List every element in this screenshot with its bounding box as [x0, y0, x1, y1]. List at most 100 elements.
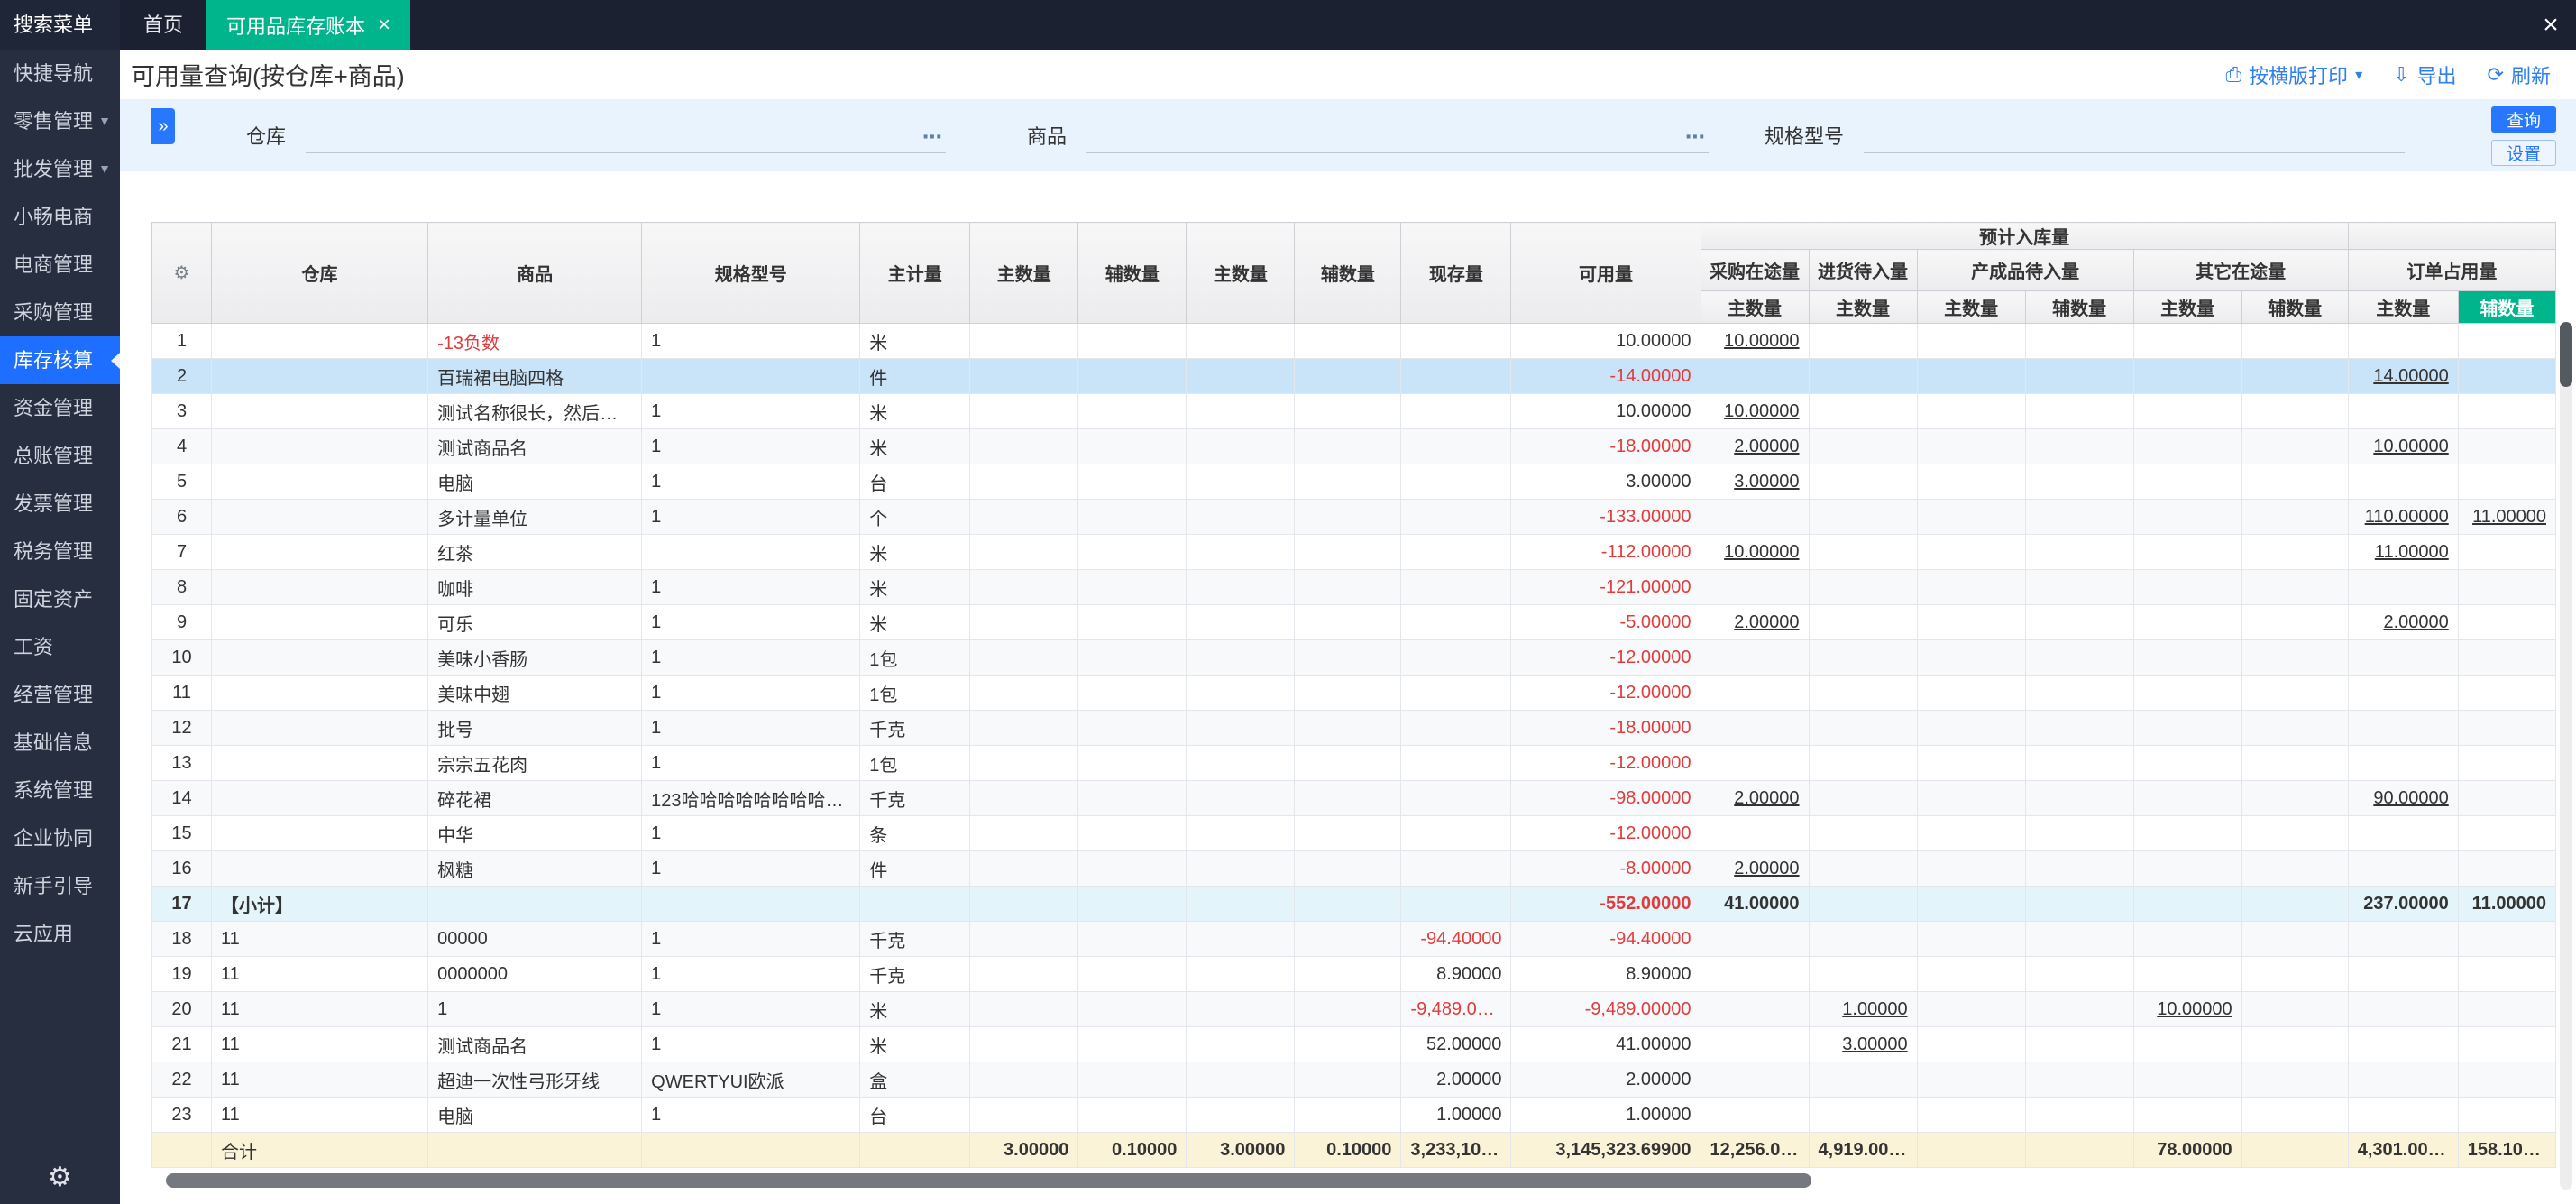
- cell-order-main: [2347, 639, 2459, 676]
- sidebar-item-9[interactable]: 总账管理: [0, 432, 120, 480]
- table-row[interactable]: 22 11 超迪一次性弓形牙线 QWERTYUI欧派盒 2.00000 2.00000: [151, 1062, 2557, 1098]
- sidebar-item-18[interactable]: 新手引导: [0, 862, 120, 910]
- settings-button[interactable]: 设置: [2491, 140, 2556, 166]
- horizontal-scrollbar[interactable]: [151, 1173, 2556, 1190]
- cell-order-main[interactable]: 110.00000: [2347, 499, 2459, 535]
- cell-order-aux[interactable]: 11.00000: [2457, 499, 2557, 535]
- refresh-button[interactable]: ⟳ 刷新: [2488, 60, 2551, 89]
- cell-purchase-transit-main[interactable]: 2.00000: [1700, 428, 1810, 464]
- product-input[interactable]: ⋯: [1086, 117, 1710, 153]
- warehouse-picker-dots-icon[interactable]: ⋯: [922, 125, 943, 148]
- table-row[interactable]: 15 中华 1 条 -12.00000: [151, 815, 2557, 851]
- table-row[interactable]: 7 红茶 米 -112.00000 10.00000 11.00000: [151, 534, 2557, 570]
- horizontal-scrollbar-thumb[interactable]: [166, 1173, 1811, 1188]
- sidebar-item-6[interactable]: 采购管理: [0, 289, 120, 336]
- cell-other-transit-main: [2132, 745, 2242, 781]
- subtotal-row[interactable]: 17 【小计】 -552.00000 41.00000 237.00000 11.0000…: [151, 886, 2557, 922]
- cell-inbound-pending-main[interactable]: 1.00000: [1808, 991, 1918, 1027]
- cell-other-transit-aux: [2241, 710, 2349, 746]
- sidebar-item-1[interactable]: 快捷导航: [0, 50, 120, 97]
- cell-aux-qty-1: [1077, 956, 1187, 992]
- table-row[interactable]: 1 -13负数 1 米 10.00000 10.00000: [151, 323, 2557, 359]
- table-row[interactable]: 12 批号 1 千克 -18.00000: [151, 710, 2557, 746]
- table-row[interactable]: 13 宗宗五花肉 1 1包 -12.00000: [151, 745, 2557, 781]
- cell-purchase-transit-main[interactable]: 2.00000: [1700, 850, 1810, 887]
- sidebar-item-15[interactable]: 基础信息: [0, 719, 120, 767]
- table-row[interactable]: 8 咖啡 1 米 -121.00000: [151, 569, 2557, 605]
- tab-available-stock-ledger[interactable]: 可用品库存账本 ×: [206, 0, 411, 50]
- cell-order-main[interactable]: 14.00000: [2347, 358, 2459, 394]
- sidebar-item-5[interactable]: 电商管理: [0, 241, 120, 289]
- sidebar-item-2[interactable]: 零售管理 ▼: [0, 97, 120, 145]
- sidebar-item-19[interactable]: 云应用: [0, 910, 120, 958]
- sidebar-item-12[interactable]: 固定资产: [0, 575, 120, 623]
- table-row[interactable]: 9 可乐 1 米 -5.00000 2.00000 2.00000: [151, 604, 2557, 640]
- table-row[interactable]: 6 多计量单位 1 个 -133.00000 110.00000 11.00000: [151, 499, 2557, 535]
- grid-settings-icon[interactable]: ⚙: [151, 222, 213, 324]
- total-row[interactable]: 合计 3.00000 0.10000 3.00000 0.10000 3,233,105.…: [151, 1132, 2557, 1168]
- chevron-down-icon[interactable]: ▾: [2355, 67, 2363, 83]
- table-row[interactable]: 20 11 1 1 米 -9,489.000... -9,489.00000 1.00000 1…: [151, 991, 2557, 1027]
- print-landscape-button[interactable]: ⎙ 按横版打印 ▾: [2225, 60, 2362, 89]
- expand-filters-button[interactable]: »: [151, 108, 175, 144]
- cell-other-transit-main[interactable]: 10.00000: [2132, 991, 2242, 1027]
- table-row[interactable]: 14 碎花裙123哈哈哈哈哈哈哈哈哈哈哈...千克 -98.000002.00000…: [151, 780, 2557, 816]
- cell-inbound-pending-main[interactable]: 3.00000: [1808, 1026, 1918, 1062]
- table-row[interactable]: 10 美味小香肠 1 1包 -12.00000: [151, 639, 2557, 676]
- cell-purchase-transit-main[interactable]: 10.00000: [1700, 393, 1810, 429]
- export-button[interactable]: ⇩ 导出: [2393, 60, 2456, 89]
- table-row[interactable]: 18 11 00000 1 千克 -94.40000 -94.40000: [151, 921, 2557, 957]
- table-row[interactable]: 23 11 电脑 1 台 1.00000 1.00000: [151, 1097, 2557, 1133]
- cell-purchase-transit-main[interactable]: 2.00000: [1700, 780, 1810, 816]
- sidebar-item-17[interactable]: 企业协同: [0, 814, 120, 862]
- sidebar-item-11[interactable]: 税务管理: [0, 528, 120, 575]
- tab-home[interactable]: 首页: [143, 14, 184, 36]
- sidebar-search[interactable]: 搜索菜单: [0, 0, 120, 50]
- sidebar-item-13[interactable]: 工资: [0, 623, 120, 671]
- cell-purchase-transit-main[interactable]: 10.00000: [1700, 323, 1810, 359]
- spec-input[interactable]: [1864, 117, 2406, 153]
- cell-finished-main: [1916, 464, 2026, 500]
- window-close-icon[interactable]: ×: [2543, 10, 2559, 40]
- cell-finished-aux: [2024, 675, 2134, 711]
- cell-finished-main: [1916, 358, 2026, 394]
- table-row[interactable]: 5 电脑 1 台 3.00000 3.00000: [151, 464, 2557, 500]
- table-row[interactable]: 2 百瑞裙电脑四格 件 -14.00000 14.00000: [151, 358, 2557, 394]
- warehouse-input[interactable]: ⋯: [306, 117, 947, 153]
- cell-purchase-transit-main: 12,256.00...: [1700, 1132, 1810, 1168]
- cell-purchase-transit-main[interactable]: 3.00000: [1700, 464, 1810, 500]
- cell-order-main[interactable]: 11.00000: [2347, 534, 2459, 570]
- table-row[interactable]: 11 美味中翅 1 1包 -12.00000: [151, 675, 2557, 711]
- cell-product: 美味中翅: [427, 675, 643, 711]
- cell-order-main[interactable]: 2.00000: [2347, 604, 2459, 640]
- sidebar-item-4[interactable]: 小畅电商: [0, 193, 120, 241]
- table-row[interactable]: 21 11 测试商品名 1 米 52.00000 41.00000 3.00000: [151, 1026, 2557, 1062]
- sidebar-item-14[interactable]: 经营管理: [0, 671, 120, 719]
- col-order-aux[interactable]: 辅数量: [2457, 290, 2557, 324]
- table-row[interactable]: 19 11 0000000 1 千克 8.90000 8.90000: [151, 956, 2557, 992]
- table-row[interactable]: 4 测试商品名 1 米 -18.00000 2.00000 10.00000: [151, 428, 2557, 464]
- cell-inbound-pending-main: [1808, 850, 1918, 887]
- settings-gear-icon[interactable]: ⚙: [48, 1163, 72, 1192]
- vertical-scrollbar[interactable]: [2560, 322, 2572, 1190]
- cell-spec: 1: [641, 464, 861, 500]
- table-row[interactable]: 16 枫糖 1 件 -8.00000 2.00000: [151, 850, 2557, 887]
- sidebar-item-16[interactable]: 系统管理: [0, 767, 120, 814]
- cell-order-main[interactable]: 90.00000: [2347, 780, 2459, 816]
- cell-purchase-transit-main[interactable]: 10.00000: [1700, 534, 1810, 570]
- sidebar-item-10[interactable]: 发票管理: [0, 480, 120, 528]
- query-button[interactable]: 查询: [2491, 106, 2556, 133]
- cell-aux-qty-1: [1077, 1097, 1187, 1133]
- sidebar-item-7[interactable]: 库存核算: [0, 336, 120, 384]
- sidebar-item-8[interactable]: 资金管理: [0, 384, 120, 432]
- cell-inbound-pending-main: [1808, 675, 1918, 711]
- cell-finished-aux: [2024, 780, 2134, 816]
- sidebar-item-label: 固定资产: [14, 588, 94, 611]
- cell-purchase-transit-main[interactable]: 2.00000: [1700, 604, 1810, 640]
- cell-order-main[interactable]: 10.00000: [2347, 428, 2459, 464]
- vertical-scrollbar-thumb[interactable]: [2560, 322, 2572, 387]
- tab-close-icon[interactable]: ×: [378, 12, 391, 37]
- sidebar-item-3[interactable]: 批发管理 ▼: [0, 145, 120, 193]
- product-picker-dots-icon[interactable]: ⋯: [1685, 125, 1706, 148]
